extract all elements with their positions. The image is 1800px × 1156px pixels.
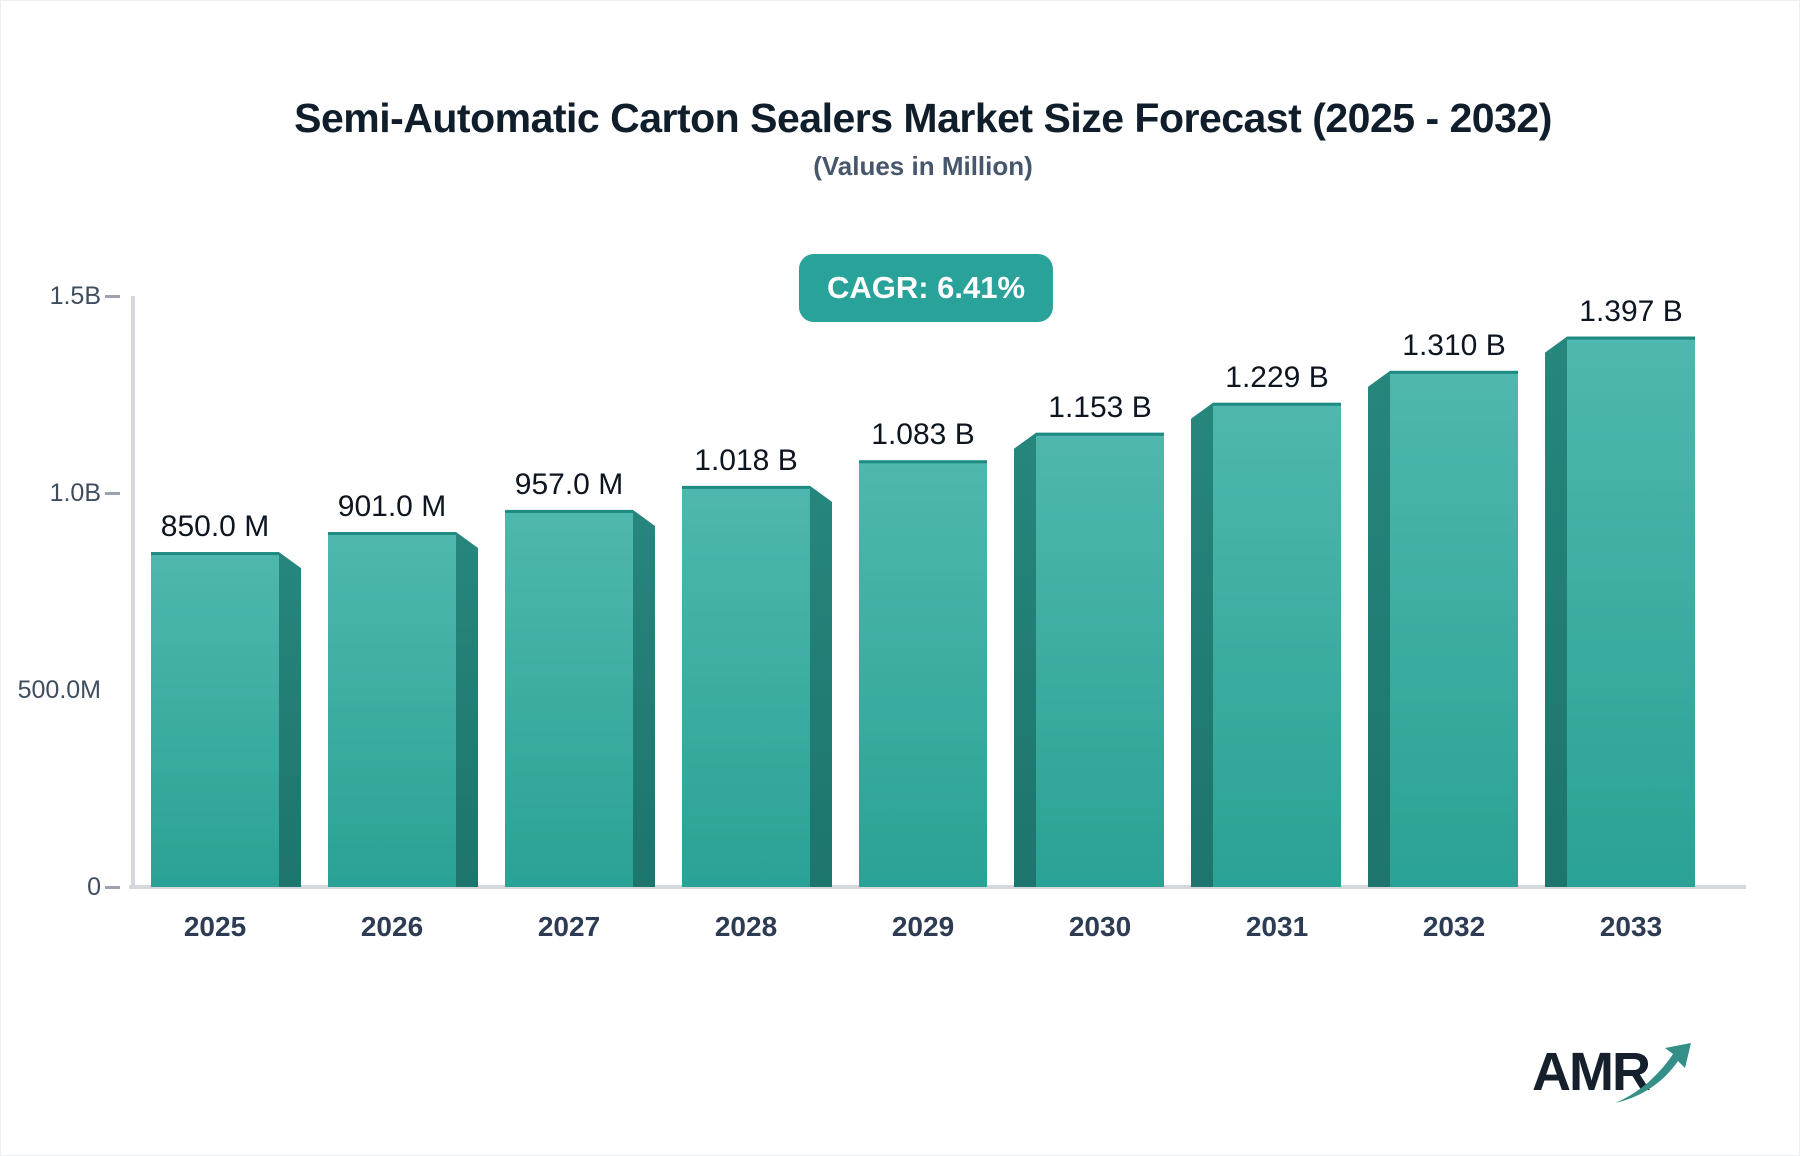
y-axis-label: 0: [87, 873, 101, 901]
bar-value-label: 1.229 B: [1225, 360, 1329, 394]
bar-front-face: [1036, 432, 1164, 887]
bar-top-edge: [151, 552, 279, 556]
bar-value-label: 1.153 B: [1048, 390, 1152, 424]
bar-side-face: [633, 509, 655, 887]
y-axis-tick: [105, 295, 120, 298]
x-axis-label: 2030: [1068, 911, 1132, 942]
bar-front-face: [328, 532, 456, 887]
bar-value-label: 901.0 M: [337, 490, 447, 523]
x-axis-label: 2025: [183, 911, 247, 942]
bar-top-edge: [328, 532, 456, 536]
bar-front-face: [1390, 370, 1518, 887]
bar-side-face: [456, 532, 478, 887]
bar-top-edge: [859, 460, 987, 464]
x-axis-label: 2029: [891, 911, 955, 942]
x-axis-label: 2026: [360, 911, 424, 942]
bar-value-label: 1.018 B: [694, 443, 798, 477]
chart-title: Semi-Automatic Carton Sealers Market Siz…: [294, 95, 1552, 141]
y-axis-label: 500.0M: [17, 676, 101, 704]
y-axis-label: 1.0B: [49, 479, 101, 507]
bar-side-face: [1191, 402, 1213, 887]
bar-side-face: [1368, 370, 1390, 887]
bar-value-label: 1.310 B: [1402, 328, 1506, 362]
bar-value-label: 1.083 B: [871, 418, 975, 452]
bar-top-edge: [1036, 432, 1164, 436]
bar-side-face: [279, 552, 301, 887]
bar-side-face: [810, 485, 832, 887]
y-axis-tick: [105, 886, 120, 889]
bar-front-face: [1567, 336, 1695, 887]
bar-value-label: 957.0 M: [514, 467, 624, 501]
bar-top-edge: [505, 509, 633, 513]
bar-front-face: [682, 485, 810, 887]
bar-side-face: [1014, 432, 1036, 887]
bar-side-face: [1545, 336, 1567, 887]
x-axis-label: 2033: [1599, 911, 1663, 942]
bar-front-face: [505, 509, 633, 887]
y-axis-tick: [105, 492, 120, 495]
logo-amr: AMR: [1532, 1041, 1732, 1121]
x-axis-label: 2027: [537, 911, 601, 942]
bar-top-edge: [682, 485, 810, 489]
y-axis-line: [131, 296, 135, 887]
bar-front-face: [151, 552, 279, 887]
bar-top-edge: [1390, 370, 1518, 374]
bar-top-edge: [1567, 336, 1695, 340]
x-axis-label: 2031: [1245, 911, 1309, 942]
bar-value-label: 1.397 B: [1579, 294, 1683, 328]
amr-logo-text: AMR: [1532, 1042, 1651, 1102]
x-axis-label: 2028: [714, 911, 778, 942]
x-axis-line: [129, 885, 1746, 889]
bar-top-edge: [1213, 402, 1341, 406]
bar-front-face: [1213, 402, 1341, 887]
bar-value-label: 850.0 M: [160, 510, 270, 544]
chart-subtitle: (Values in Million): [813, 151, 1033, 181]
y-axis-label: 1.5B: [49, 282, 101, 310]
amr-logo-arrow-icon: [1615, 1043, 1691, 1103]
x-axis-label: 2032: [1422, 911, 1486, 942]
bar-front-face: [859, 460, 987, 887]
cagr-badge: CAGR: 6.41%: [798, 254, 1054, 322]
